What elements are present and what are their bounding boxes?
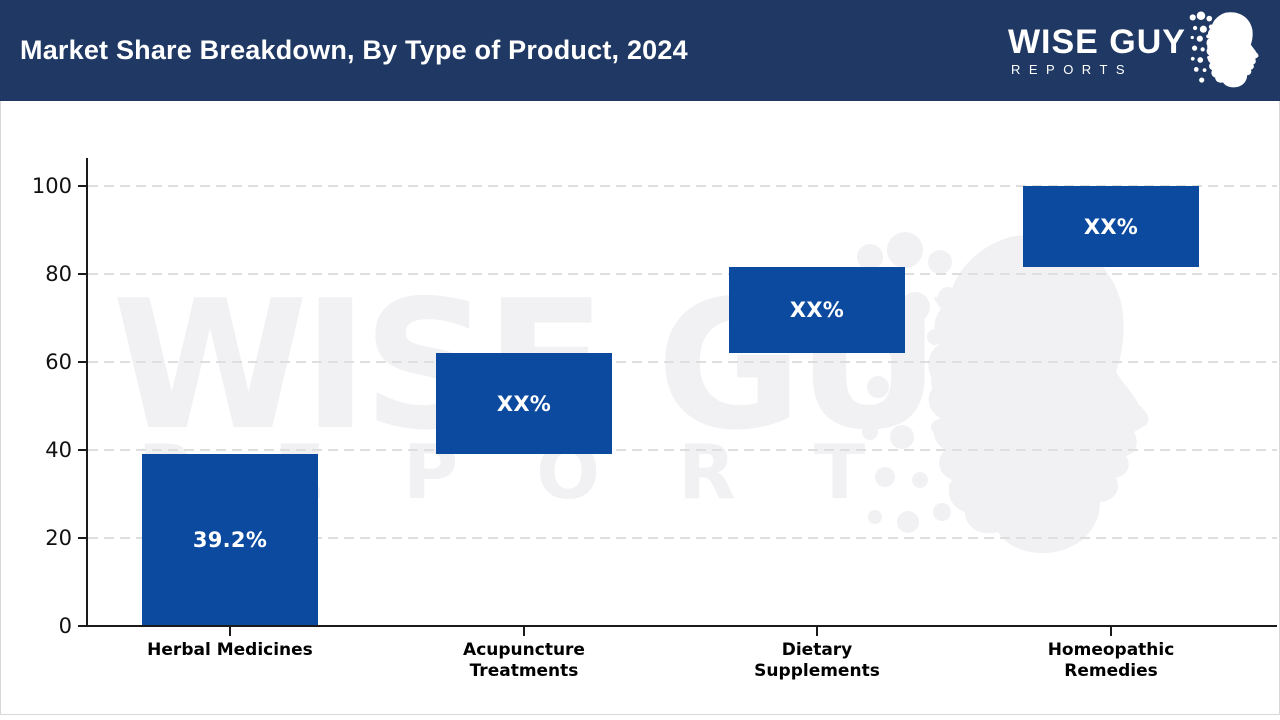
x-category-label: Acupuncture Treatments xyxy=(463,640,585,682)
x-tick-0 xyxy=(229,627,231,636)
watermark-head-graphic xyxy=(857,232,1149,554)
chart-plot-area: WISE GUY R E P O R T S 0 20 40 60 80 100 39.2%… xyxy=(0,101,1280,720)
bar-value-label: XX% xyxy=(1083,214,1139,239)
y-tick-label-60: 60 xyxy=(45,350,72,374)
y-tick-80 xyxy=(78,273,87,275)
y-tick-60 xyxy=(78,361,87,363)
x-category-label: Homeopathic Remedies xyxy=(1047,640,1175,682)
wise-guy-reports-logo: WISE GUY REPORTS xyxy=(1008,9,1280,92)
x-tick-3 xyxy=(1110,627,1112,636)
gridline-100 xyxy=(88,185,1277,187)
y-tick-label-20: 20 xyxy=(45,526,72,550)
gridline-40 xyxy=(88,449,1277,451)
bar-value-label: XX% xyxy=(789,298,845,322)
x-axis-line xyxy=(86,625,1277,627)
gridline-80 xyxy=(88,273,1277,275)
x-category-label: Dietary Supplements xyxy=(754,640,880,682)
logo-subtitle: REPORTS xyxy=(1010,61,1134,77)
gridline-20 xyxy=(88,537,1277,539)
y-tick-label-100: 100 xyxy=(31,174,72,198)
y-tick-label-80: 80 xyxy=(45,262,72,286)
bar-acupuncture-treatments: XX% xyxy=(436,353,612,454)
bar-value-label: XX% xyxy=(496,391,552,416)
y-tick-40 xyxy=(78,449,87,451)
logo-head-icon xyxy=(1189,11,1259,88)
x-tick-1 xyxy=(523,627,525,636)
bar-herbal-medicines: 39.2% xyxy=(142,454,318,626)
y-tick-100 xyxy=(78,185,87,187)
x-tick-2 xyxy=(816,627,818,636)
logo-wordmark: WISE GUY xyxy=(1007,22,1186,61)
y-tick-20 xyxy=(78,537,87,539)
page-title: Market Share Breakdown, By Type of Produ… xyxy=(20,35,688,65)
logo-text: WISE GUY REPORTS xyxy=(1008,25,1186,77)
y-tick-0 xyxy=(78,625,87,627)
y-axis-line xyxy=(86,158,88,627)
y-tick-label-0: 0 xyxy=(58,614,72,638)
bar-homeopathic-remedies: XX% xyxy=(1023,186,1199,267)
gridline-60 xyxy=(88,361,1277,363)
y-tick-label-40: 40 xyxy=(45,438,72,462)
x-category-label: Herbal Medicines xyxy=(147,640,313,660)
bar-dietary-supplements: XX% xyxy=(729,267,905,353)
bar-value-label: 39.2% xyxy=(192,528,268,552)
chart-header: Market Share Breakdown, By Type of Produ… xyxy=(0,0,1280,101)
